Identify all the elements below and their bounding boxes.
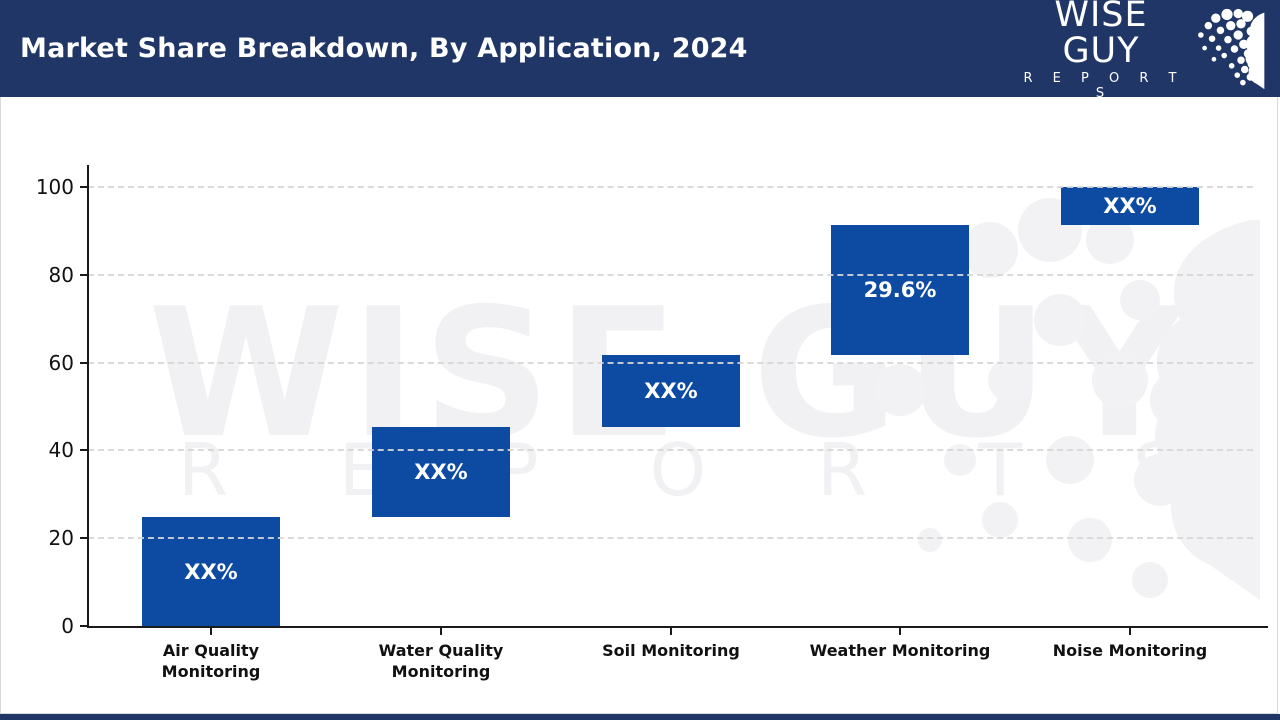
brand-subname: R E P O R T S xyxy=(1023,71,1185,101)
x-tick-mark xyxy=(1129,628,1131,635)
y-tick-mark xyxy=(80,537,88,540)
brand-logo: WISE GUY R E P O R T S xyxy=(1016,0,1266,101)
y-tick-mark xyxy=(80,186,88,188)
bar-noise-monitoring: XX% xyxy=(1061,187,1199,226)
y-tick-label: 60 xyxy=(48,350,74,375)
bar-value-label: 29.6% xyxy=(863,278,937,303)
bar-value-label: XX% xyxy=(644,379,698,404)
x-axis-line xyxy=(87,626,1268,628)
y-gridline xyxy=(88,449,1253,452)
y-tick-label: 0 xyxy=(61,614,74,638)
y-tick-label: 40 xyxy=(48,438,74,463)
y-tick-mark xyxy=(80,625,88,627)
y-gridline xyxy=(88,186,1253,188)
bar-soil-monitoring: XX% xyxy=(602,355,740,428)
category-label-noise-monitoring: Noise Monitoring xyxy=(1052,641,1208,660)
category-label-water-quality-monitoring: Water Quality Monitoring xyxy=(378,641,504,681)
footer-bar xyxy=(0,714,1280,720)
y-tick-label: 100 xyxy=(35,175,74,199)
x-tick-mark xyxy=(899,628,901,635)
category-label-soil-monitoring: Soil Monitoring xyxy=(602,641,740,660)
y-tick-label: 20 xyxy=(48,526,74,551)
y-tick-mark xyxy=(80,273,88,276)
x-tick-mark xyxy=(210,628,212,635)
bar-weather-monitoring: 29.6% xyxy=(831,225,969,356)
bar-air-quality-monitoring: XX% xyxy=(142,517,280,626)
header-bar: Market Share Breakdown, By Application, … xyxy=(0,0,1280,101)
y-tick-mark xyxy=(80,361,88,364)
bar-value-label: XX% xyxy=(414,460,468,485)
bar-value-label: XX% xyxy=(1103,194,1157,219)
y-gridline xyxy=(88,537,1253,540)
bar-water-quality-monitoring: XX% xyxy=(372,427,510,518)
category-label-weather-monitoring: Weather Monitoring xyxy=(809,641,991,660)
bar-value-label: XX% xyxy=(184,559,238,584)
y-tick-mark xyxy=(80,449,88,452)
y-axis-line xyxy=(87,165,89,628)
y-tick-label: 80 xyxy=(48,262,74,287)
brand-logo-text: WISE GUY R E P O R T S xyxy=(1016,0,1186,101)
y-gridline xyxy=(88,361,1253,364)
category-label-air-quality-monitoring: Air Quality Monitoring xyxy=(161,641,261,681)
y-gridline xyxy=(88,273,1253,276)
page-title: Market Share Breakdown, By Application, … xyxy=(20,33,748,64)
brand-name: WISE GUY xyxy=(1054,0,1148,71)
x-tick-mark xyxy=(670,628,672,635)
brand-face-icon xyxy=(1198,8,1265,90)
x-tick-mark xyxy=(440,628,442,635)
